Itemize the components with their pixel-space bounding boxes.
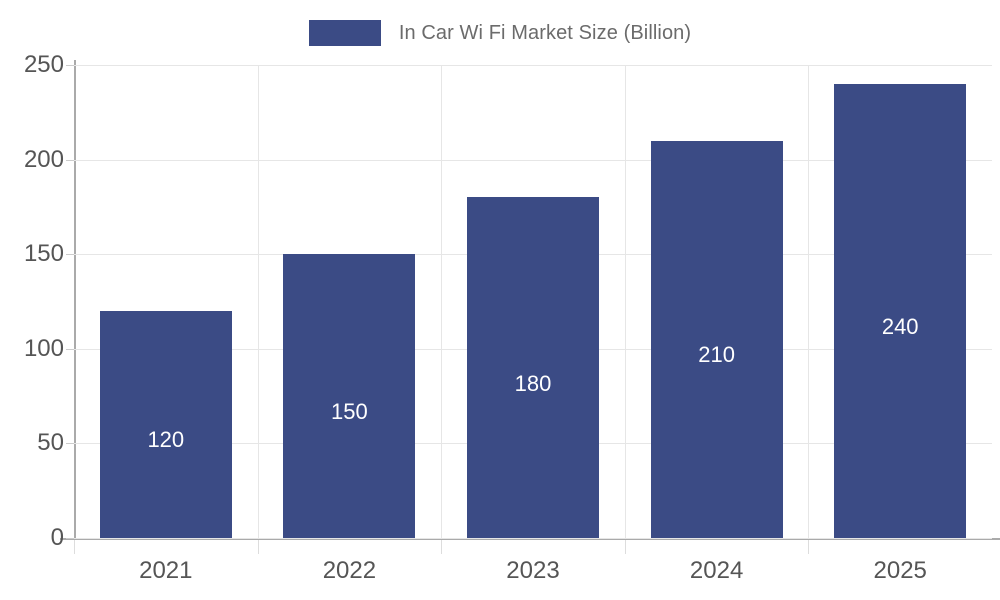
legend-item-label: In Car Wi Fi Market Size (Billion) [398,21,692,44]
plot-area: 120 150 180 210 240 [74,65,992,539]
gridline-vertical [441,65,442,538]
y-axis-tick-mark [66,538,74,539]
x-axis-tick-label: 2023 [506,557,560,584]
x-axis-line [60,538,1000,540]
y-axis-tick-label: 50 [37,429,64,457]
y-axis-tick-label: 150 [23,240,64,268]
gridline-horizontal [74,538,992,539]
y-axis-tick-label: 0 [50,524,64,551]
chart-legend: In Car Wi Fi Market Size (Billion) [0,16,1000,50]
y-axis-tick-mark [66,159,74,161]
y-axis-tick-label: 250 [23,51,64,78]
y-axis-line [74,60,76,540]
y-axis-tick-label: 200 [23,145,64,173]
x-axis-tick-mark [808,540,810,554]
bar[interactable] [466,197,600,538]
y-axis-tick-mark [66,348,74,350]
gridline-vertical [258,65,259,538]
x-axis-tick-label: 2024 [689,557,744,584]
gridline-horizontal [74,65,992,66]
x-axis-tick-label: 2025 [873,557,927,584]
legend-color-swatch [308,20,381,46]
bar[interactable] [283,254,416,538]
x-axis-tick-mark [74,540,75,554]
gridline-vertical [808,65,809,538]
y-axis-tick-label: 100 [23,334,64,362]
x-axis-tick-mark [624,540,626,554]
x-axis-tick-mark [257,540,259,554]
x-axis-tick-label: 2022 [322,557,377,584]
gridline-horizontal [74,159,992,161]
x-axis-tick-mark [441,540,443,554]
y-axis-tick-mark [66,65,74,66]
bar[interactable] [834,83,967,538]
gridline-vertical [625,65,626,538]
bar[interactable] [650,140,783,538]
y-axis-tick-mark [66,443,74,445]
x-axis-tick-label: 2021 [139,557,193,584]
legend-item-in-car-wifi[interactable]: In Car Wi Fi Market Size (Billion) [308,20,692,46]
bar[interactable] [99,310,232,538]
y-axis-tick-mark [66,254,74,256]
